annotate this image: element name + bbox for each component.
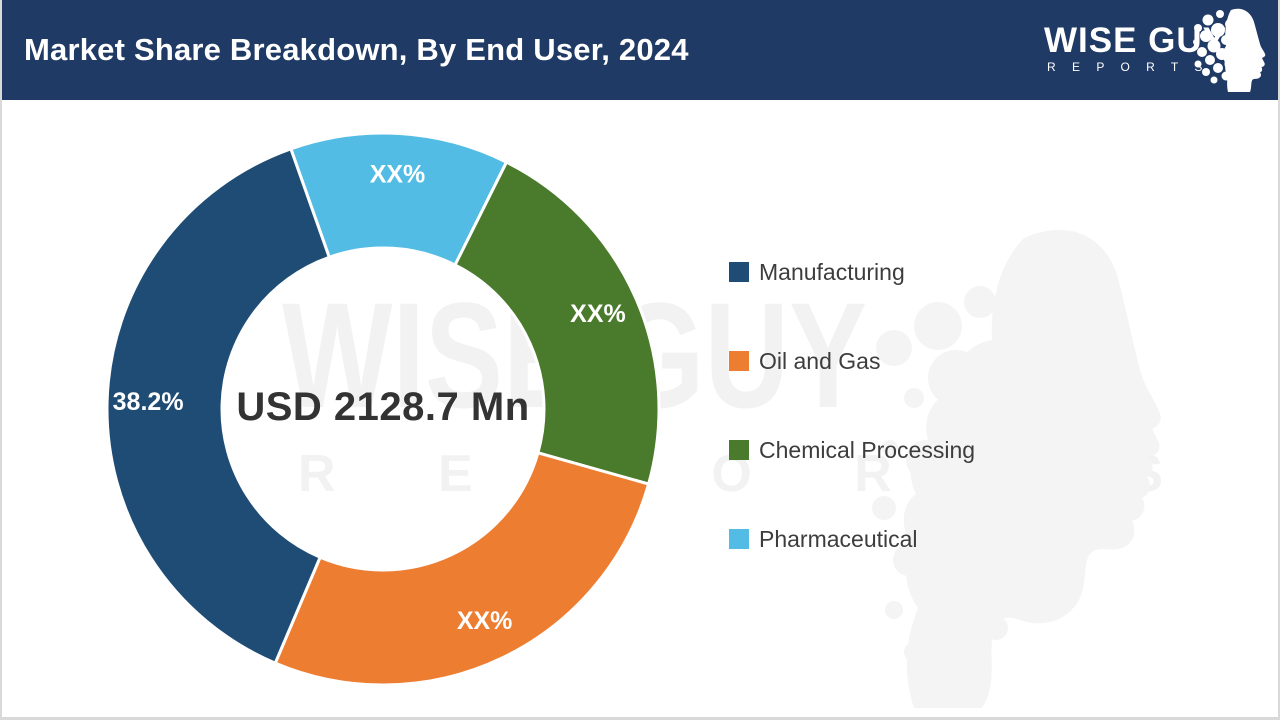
legend-label-oil-and-gas: Oil and Gas (759, 348, 881, 374)
legend-label-pharmaceutical: Pharmaceutical (759, 526, 918, 552)
legend-label-manufacturing: Manufacturing (759, 259, 905, 285)
legend-item-pharmaceutical: Pharmaceutical (729, 526, 975, 552)
head-profile-dots-watermark-icon (872, 229, 1161, 709)
head-profile-dots-icon (1193, 8, 1266, 92)
donut-segment-chemical-processing (453, 160, 661, 486)
donut-segment-oil-and-gas (273, 451, 651, 687)
chart-area: WISE GUY R E P O R T S XX% XX% XX% 38.2% US… (2, 100, 1278, 717)
segment-label-pharmaceutical: XX% (370, 160, 426, 188)
legend-swatch-oil-and-gas (729, 351, 749, 371)
legend-swatch-chemical-processing (729, 440, 749, 460)
donut-segment-manufacturing (105, 147, 331, 665)
chart-legend: Manufacturing Oil and Gas Chemical Process… (729, 259, 975, 615)
legend-item-chemical-processing: Chemical Processing (729, 437, 975, 463)
segment-label-oil-and-gas: XX% (457, 607, 513, 635)
donut-chart: XX% XX% XX% 38.2% USD 2128.7 Mn (105, 131, 661, 687)
legend-swatch-pharmaceutical (729, 529, 749, 549)
page-title: Market Share Breakdown, By End User, 202… (24, 32, 689, 67)
legend-item-oil-and-gas: Oil and Gas (729, 348, 975, 374)
segment-label-manufacturing: 38.2% (113, 388, 184, 416)
header-bar: Market Share Breakdown, By End User, 202… (2, 0, 1278, 100)
legend-swatch-manufacturing (729, 262, 749, 282)
legend-item-manufacturing: Manufacturing (729, 259, 975, 285)
brand-logo: WISE GUY R E P O R T S (1020, 6, 1268, 96)
segment-label-chemical-processing: XX% (570, 300, 626, 328)
brand-subtitle: R E P O R T S (1047, 60, 1209, 74)
legend-label-chemical-processing: Chemical Processing (759, 437, 976, 463)
donut-center-value: USD 2128.7 Mn (236, 385, 529, 429)
